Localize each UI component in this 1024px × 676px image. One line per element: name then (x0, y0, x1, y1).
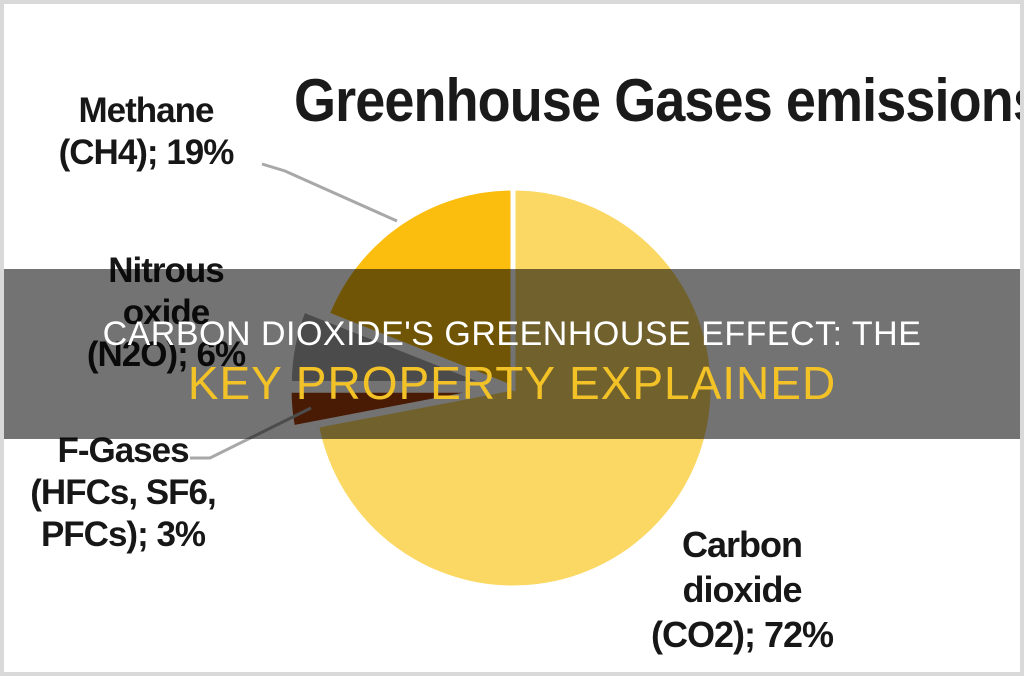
label-carbon-dioxide: Carbon dioxide (CO2); 72% (632, 522, 852, 657)
chart-title: Greenhouse Gases emissions (294, 67, 1024, 134)
banner-headline-line1: CARBON DIOXIDE'S GREENHOUSE EFFECT: THE (102, 315, 922, 353)
label-methane: Methane (CH4); 19% (36, 90, 256, 174)
label-f-gases: F-Gases (HFCs, SF6, PFCs); 3% (13, 430, 233, 556)
banner-headline-line2: KEY PROPERTY EXPLAINED (187, 357, 837, 409)
label-fgases-line2: (HFCs, SF6, (30, 473, 216, 512)
label-co2-line2: dioxide (682, 569, 802, 610)
overlay-dim-band (0, 269, 1024, 439)
label-co2-line3: (CO2); 72% (650, 614, 834, 655)
label-fgases-line3: PFCs); 3% (40, 515, 206, 554)
label-co2-line1: Carbon (682, 524, 803, 565)
leader-line-methane (261, 162, 398, 223)
label-methane-line2: (CH4); 19% (58, 133, 235, 172)
label-methane-line1: Methane (78, 91, 215, 130)
